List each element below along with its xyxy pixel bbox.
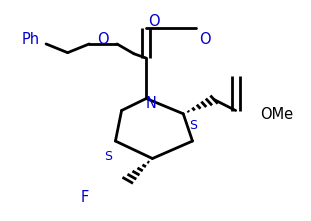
Text: F: F [81,190,89,205]
Text: N: N [146,96,156,111]
Text: Ph: Ph [21,32,40,47]
Text: O: O [97,32,109,47]
Text: OMe: OMe [260,107,293,122]
Text: S: S [104,150,112,163]
Text: S: S [189,119,197,132]
Text: O: O [199,32,211,47]
Text: O: O [148,13,160,29]
